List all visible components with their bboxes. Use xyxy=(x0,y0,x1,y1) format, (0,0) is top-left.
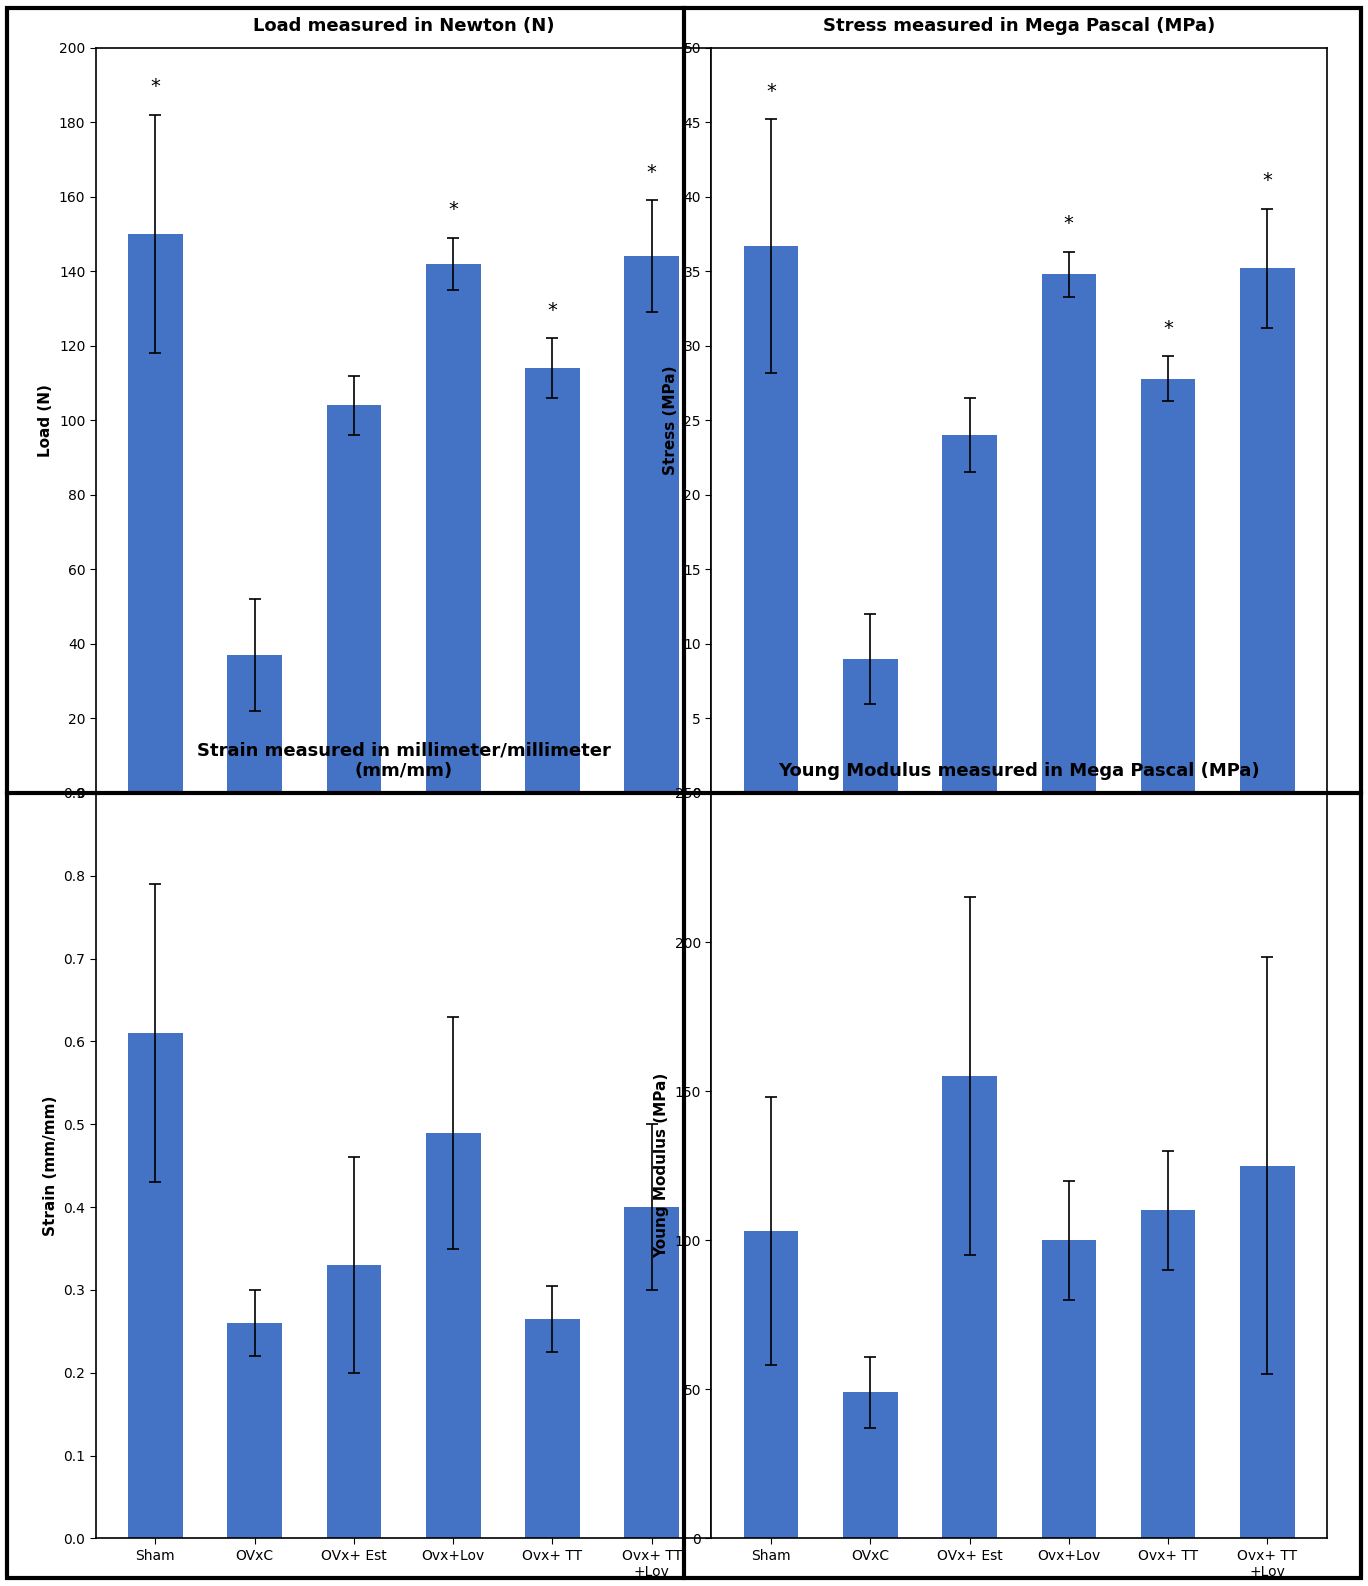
Bar xyxy=(843,1393,897,1538)
Bar xyxy=(1141,379,1196,793)
Text: *: * xyxy=(647,163,657,182)
Bar xyxy=(425,1132,480,1538)
Title: Strain measured in millimeter/millimeter
(mm/mm): Strain measured in millimeter/millimeter… xyxy=(197,742,610,780)
X-axis label: GROUPS: GROUPS xyxy=(984,845,1055,860)
Text: *: * xyxy=(1163,319,1172,338)
Bar xyxy=(129,1032,183,1538)
Bar xyxy=(129,235,183,793)
Y-axis label: Strain (mm/mm): Strain (mm/mm) xyxy=(42,1096,57,1235)
Bar xyxy=(1239,1166,1294,1538)
Bar xyxy=(943,435,997,793)
Bar xyxy=(227,1323,282,1538)
Bar xyxy=(943,1077,997,1538)
Text: *: * xyxy=(150,78,160,97)
Bar xyxy=(227,655,282,793)
Bar xyxy=(843,658,897,793)
X-axis label: GROUPS: GROUPS xyxy=(368,845,439,860)
Bar xyxy=(1041,1240,1096,1538)
Bar xyxy=(1239,268,1294,793)
Bar xyxy=(327,406,382,793)
Bar xyxy=(525,1320,580,1538)
Text: *: * xyxy=(1263,171,1272,190)
Y-axis label: Stress (MPa): Stress (MPa) xyxy=(662,365,677,476)
Title: Stress measured in Mega Pascal (MPa): Stress measured in Mega Pascal (MPa) xyxy=(824,17,1215,35)
Y-axis label: Load (N): Load (N) xyxy=(38,384,53,457)
Title: Load measured in Newton (N): Load measured in Newton (N) xyxy=(253,17,554,35)
Bar xyxy=(1041,274,1096,793)
Text: *: * xyxy=(1064,214,1074,233)
Title: Young Modulus measured in Mega Pascal (MPa): Young Modulus measured in Mega Pascal (M… xyxy=(778,763,1260,780)
Y-axis label: Young Modulus (MPa): Young Modulus (MPa) xyxy=(654,1074,669,1258)
Text: *: * xyxy=(449,200,458,219)
Bar xyxy=(744,246,799,793)
Text: *: * xyxy=(547,301,557,320)
Text: *: * xyxy=(766,81,776,100)
Bar xyxy=(744,1231,799,1538)
Bar xyxy=(425,263,480,793)
Bar xyxy=(624,1207,679,1538)
Bar xyxy=(525,368,580,793)
Bar xyxy=(327,1266,382,1538)
Bar xyxy=(624,257,679,793)
Bar xyxy=(1141,1210,1196,1538)
